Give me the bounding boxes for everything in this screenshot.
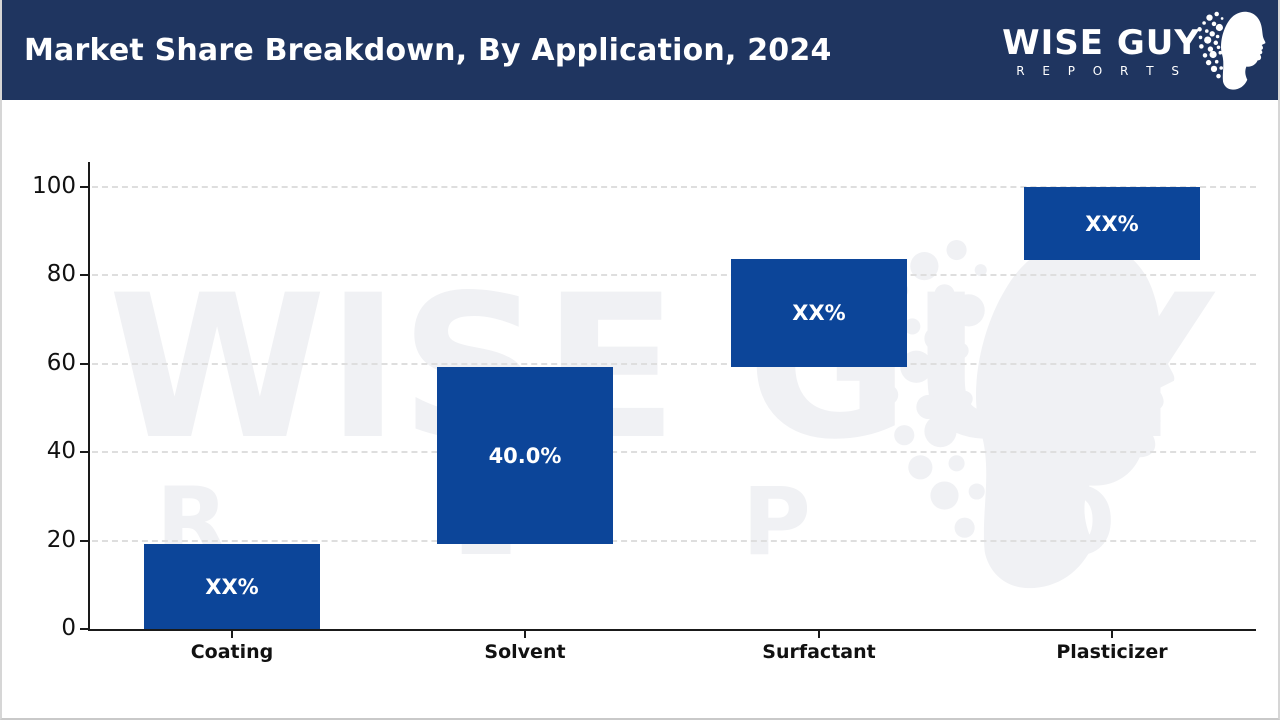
y-tick-0 — [80, 628, 88, 630]
header-bar: Market Share Breakdown, By Application, … — [2, 0, 1278, 100]
y-tick-label-20: 20 — [46, 527, 76, 553]
gridline-60 — [92, 363, 1256, 365]
gridline-80 — [92, 274, 1256, 276]
y-tick-20 — [80, 540, 88, 542]
y-tick-label-100: 100 — [32, 173, 76, 199]
x-tick-plasticizer — [1111, 631, 1113, 638]
y-tick-label-80: 80 — [46, 261, 76, 287]
x-tick-coating — [231, 631, 233, 638]
x-category-label-surfactant: Surfactant — [762, 641, 876, 663]
y-tick-100 — [80, 186, 88, 188]
bar-value-label-plasticizer: XX% — [1085, 211, 1139, 236]
chart-area: WISE GUY R E P O R T S 020406080100XX%Co… — [2, 100, 1278, 718]
bar-coating: XX% — [144, 544, 320, 629]
x-axis-spine — [88, 629, 1256, 631]
wise-guy-reports-logo: WISE GUY R E P O R T S — [1002, 8, 1268, 92]
y-axis-spine — [88, 162, 90, 631]
bar-value-label-surfactant: XX% — [792, 301, 846, 325]
x-category-label-solvent: Solvent — [484, 641, 566, 663]
gridline-40 — [92, 451, 1256, 453]
logo-tagline: R E P O R T S — [1016, 64, 1186, 78]
dotted-head-logo-icon — [1197, 11, 1266, 90]
gridline-20 — [92, 540, 1256, 542]
bar-solvent: 40.0% — [437, 367, 613, 544]
bar-plasticizer: XX% — [1024, 187, 1200, 260]
y-tick-80 — [80, 274, 88, 276]
y-tick-label-40: 40 — [46, 438, 76, 464]
logo-text: WISE GUY R E P O R T S — [1002, 26, 1200, 78]
bar-value-label-coating: XX% — [205, 574, 259, 599]
x-category-label-coating: Coating — [190, 641, 274, 663]
y-tick-60 — [80, 363, 88, 365]
x-tick-surfactant — [818, 631, 820, 638]
y-tick-label-0: 0 — [61, 615, 76, 641]
y-tick-label-60: 60 — [46, 350, 76, 376]
gridline-100 — [92, 186, 1256, 188]
logo-name: WISE GUY — [1002, 23, 1200, 63]
chart-title: Market Share Breakdown, By Application, … — [24, 32, 832, 68]
x-tick-solvent — [524, 631, 526, 638]
bar-surfactant: XX% — [731, 259, 907, 367]
x-category-label-plasticizer: Plasticizer — [1056, 641, 1168, 663]
plot: 0 20 40 60 80 100 XX% Coating 40.0% Solvent XX% Sur… — [2, 100, 1278, 718]
bar-value-label-solvent: 40.0% — [488, 443, 562, 468]
y-tick-40 — [80, 451, 88, 453]
